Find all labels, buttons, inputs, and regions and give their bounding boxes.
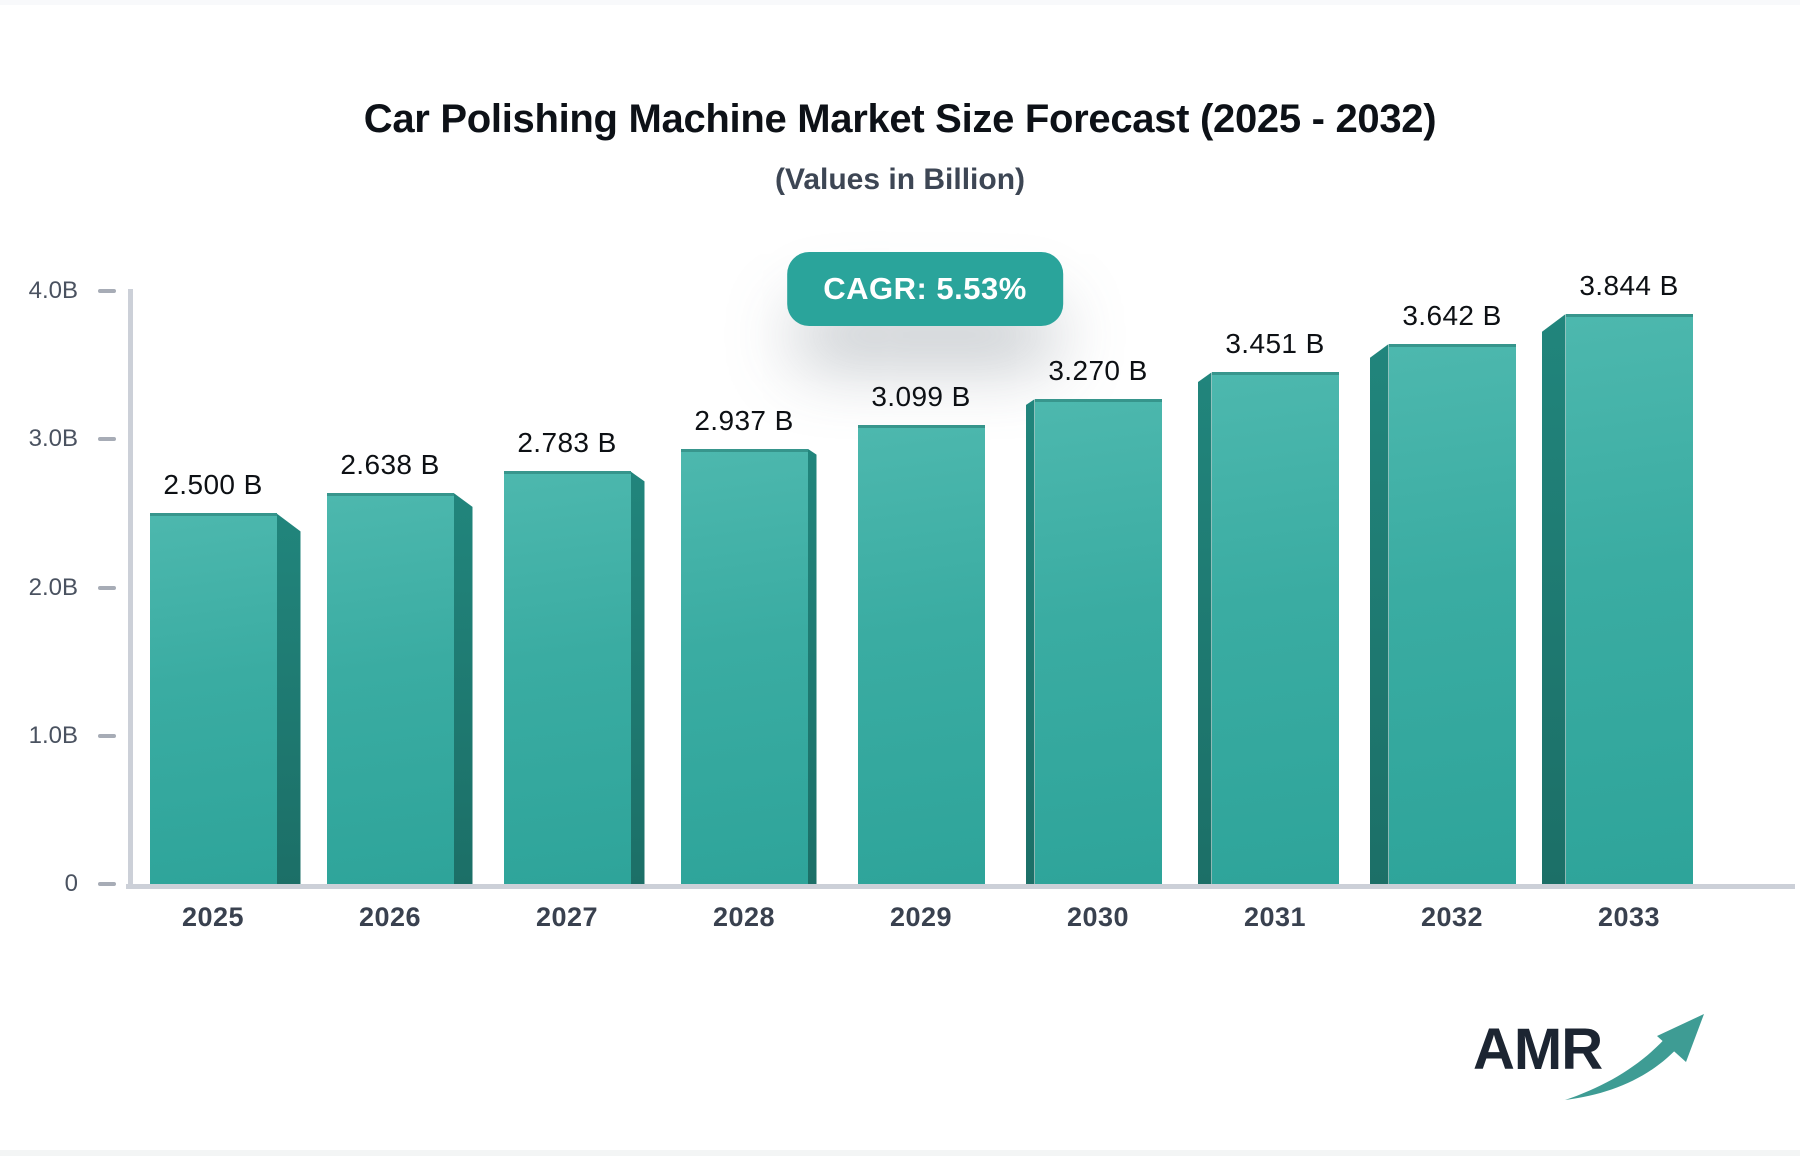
bar-value-label-2026: 2.638 B: [340, 448, 440, 480]
y-axis-tick-label: 3.0B: [28, 425, 78, 453]
bar-side-2032: [1369, 344, 1389, 884]
bar-side-2025: [276, 513, 301, 884]
y-axis-tick-label: 4.0B: [28, 277, 78, 304]
bar-side-2030: [1025, 399, 1035, 884]
x-axis-label-2030: 2030: [1066, 902, 1130, 932]
bar-value-label-2025: 2.500 B: [163, 469, 263, 501]
y-axis-tick-label: 1.0B: [28, 721, 78, 749]
amr-logo: AMR: [1473, 998, 1708, 1108]
x-axis-label-2029: 2029: [889, 902, 953, 932]
y-axis-tick-mark: [98, 585, 116, 590]
bar-value-label-2032: 3.642 B: [1402, 300, 1502, 332]
x-axis-label-2026: 2026: [358, 902, 422, 932]
bottom-edge-strip: [0, 1150, 1800, 1156]
bar-2030: [1034, 399, 1162, 884]
bar-side-2027: [630, 471, 645, 884]
bar-side-2028: [807, 448, 817, 884]
chart-subtitle: (Values in Billion): [774, 163, 1026, 196]
amr-logo-text: AMR: [1473, 1017, 1603, 1082]
x-axis-label-2033: 2033: [1597, 902, 1661, 932]
bar-side-2033: [1541, 314, 1566, 884]
growth-arrow-icon: [1565, 1014, 1704, 1100]
x-axis-label-2025: 2025: [181, 902, 245, 932]
bar-2027: [503, 471, 631, 884]
bar-2031: [1211, 372, 1339, 884]
bar-2028: [680, 448, 808, 884]
y-axis-tick-mark: [98, 289, 116, 293]
y-axis-tick-label: 2.0B: [28, 573, 78, 601]
x-axis-label-2027: 2027: [535, 902, 599, 932]
x-axis-label-2028: 2028: [712, 902, 776, 932]
chart-title: Car Polishing Machine Market Size Foreca…: [363, 97, 1437, 141]
x-axis-label-2032: 2032: [1420, 902, 1484, 932]
bar-2029: [857, 424, 985, 884]
bar-value-label-2031: 3.451 B: [1225, 328, 1325, 360]
x-axis-line: [126, 884, 1795, 889]
bar-2025: [149, 513, 277, 884]
y-axis-tick-mark: [98, 882, 116, 886]
bar-side-2031: [1197, 372, 1212, 884]
x-axis-label-2031: 2031: [1243, 902, 1307, 932]
bar-value-label-2027: 2.783 B: [517, 427, 617, 459]
bar-2026: [326, 492, 454, 884]
y-axis-line: [128, 289, 133, 887]
bar-2033: [1565, 314, 1693, 884]
y-axis-tick-label: 0: [64, 870, 78, 897]
y-axis-tick-mark: [98, 437, 116, 442]
bar-2032: [1388, 344, 1516, 884]
bar-value-label-2028: 2.937 B: [694, 404, 794, 436]
cagr-badge: CAGR: 5.53%: [787, 252, 1063, 326]
bar-value-label-2029: 3.099 B: [871, 380, 971, 412]
bar-value-label-2033: 3.844 B: [1579, 270, 1679, 302]
top-edge-strip: [0, 0, 1800, 5]
bar-value-label-2030: 3.270 B: [1048, 355, 1148, 387]
bar-side-2026: [453, 492, 473, 884]
y-axis-tick-mark: [98, 733, 116, 738]
